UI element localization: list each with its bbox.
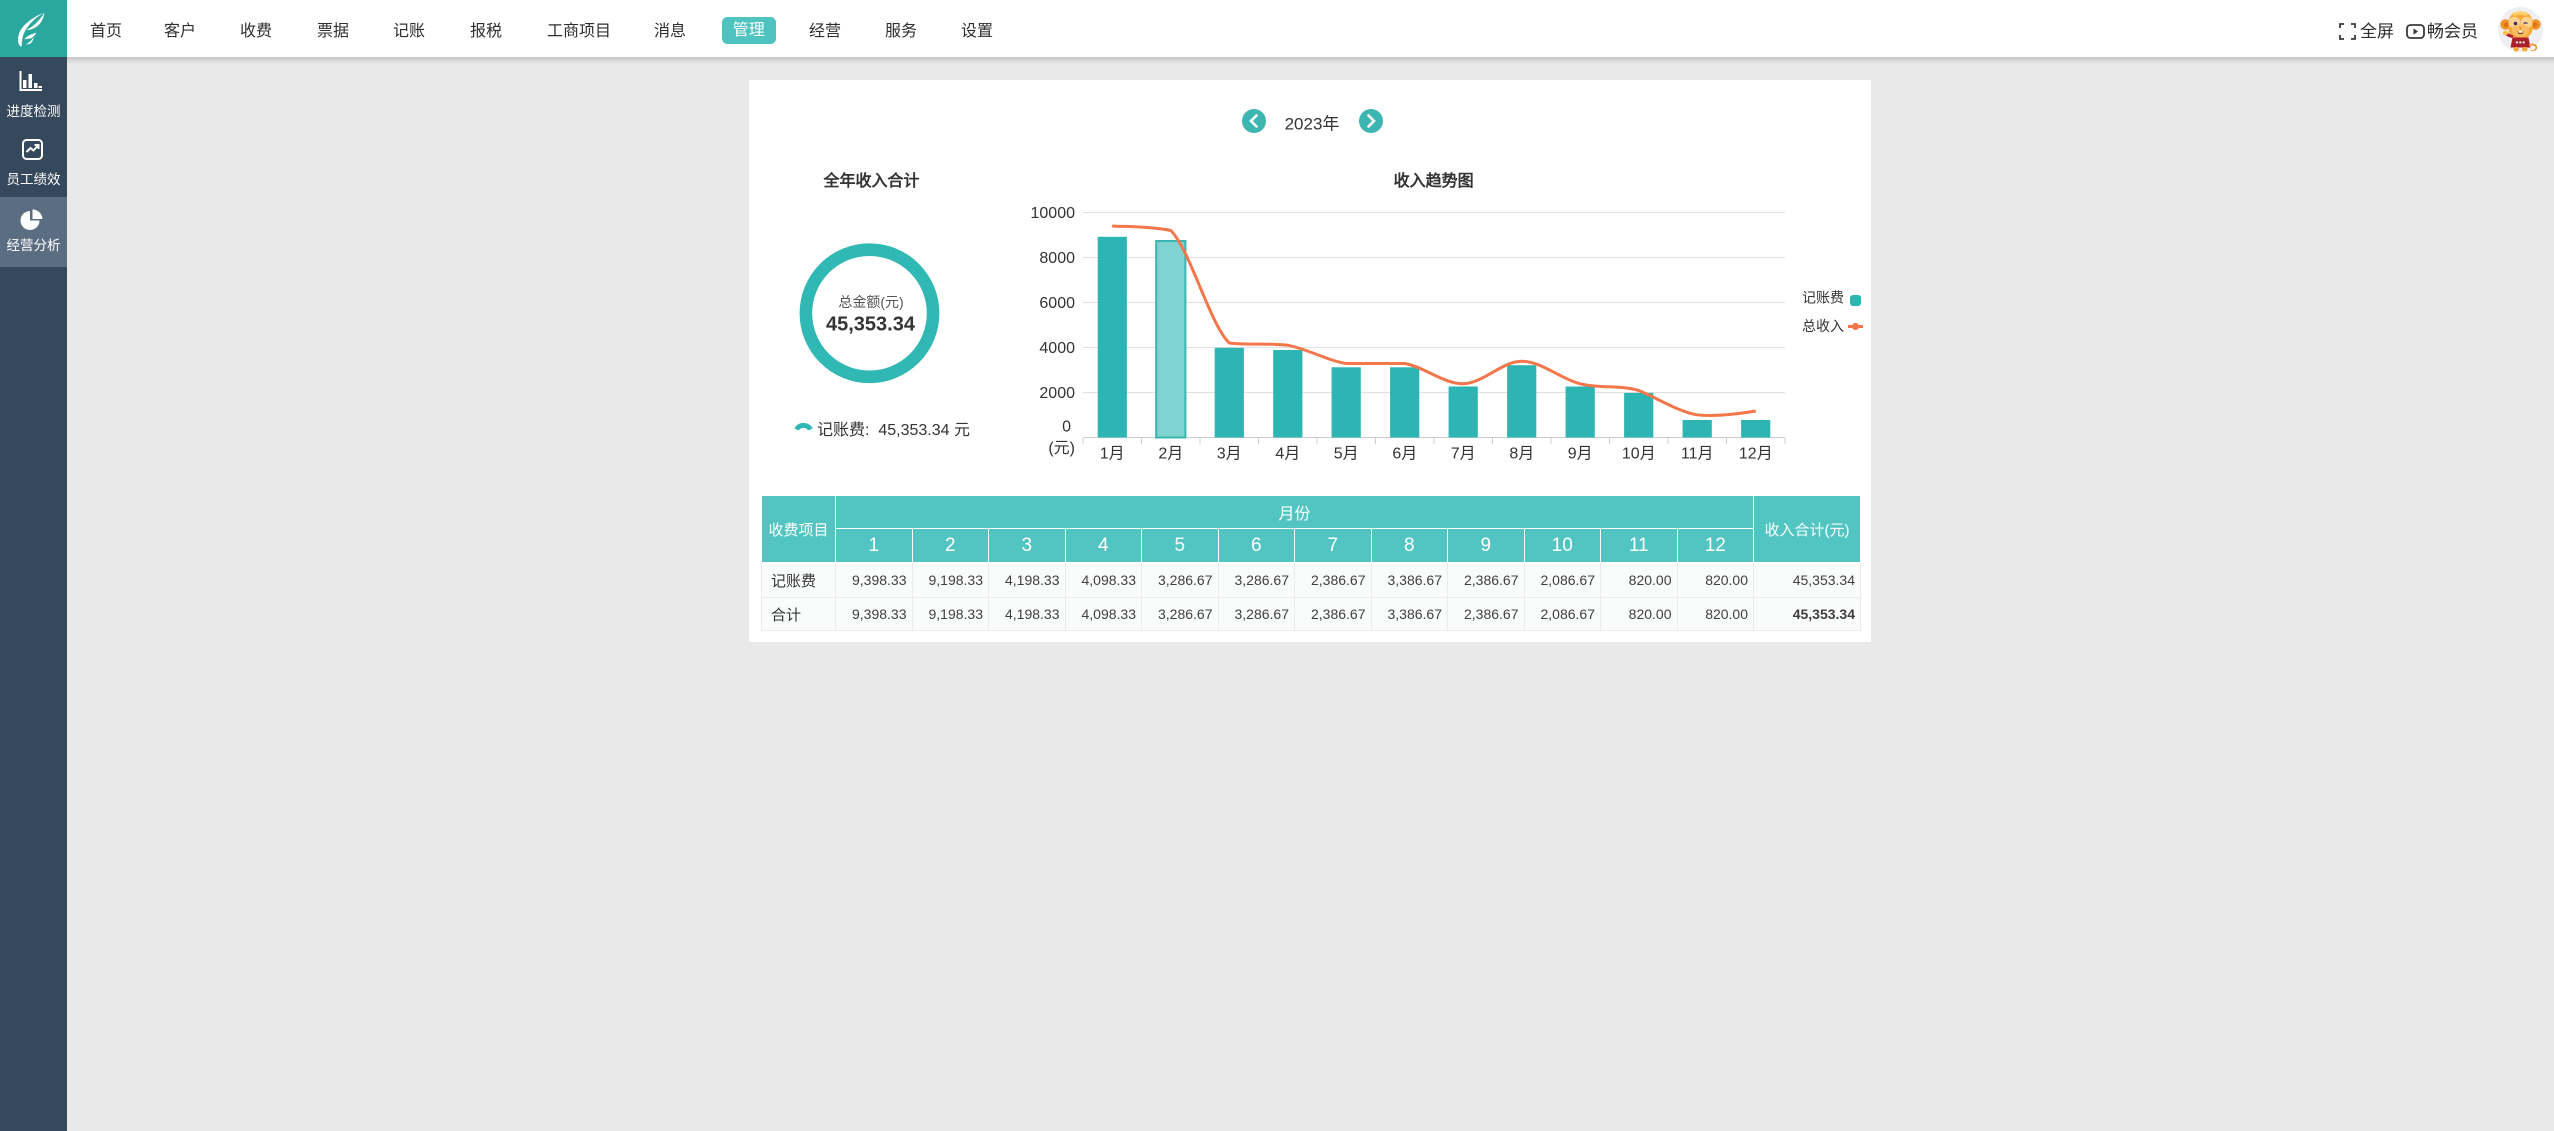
svg-text:9月: 9月 [1568, 446, 1593, 463]
svg-text:6月: 6月 [1392, 446, 1417, 463]
svg-text:12月: 12月 [1739, 446, 1773, 463]
svg-text:2000: 2000 [1039, 385, 1075, 402]
svg-text:2月: 2月 [1158, 446, 1183, 463]
svg-text:11月: 11月 [1681, 446, 1714, 463]
svg-text:4月: 4月 [1275, 446, 1300, 463]
svg-text:1月: 1月 [1100, 446, 1125, 463]
svg-text:0: 0 [1062, 419, 1071, 436]
svg-text:4000: 4000 [1039, 340, 1075, 357]
svg-text:3月: 3月 [1217, 446, 1242, 463]
svg-text:8月: 8月 [1509, 446, 1534, 463]
svg-text:7月: 7月 [1451, 446, 1476, 463]
svg-text:8000: 8000 [1039, 250, 1075, 267]
svg-text:(元): (元) [1048, 440, 1075, 457]
svg-text:记账费: 记账费 [1802, 290, 1844, 306]
svg-text:10月: 10月 [1622, 446, 1656, 463]
svg-text:6000: 6000 [1039, 295, 1075, 312]
svg-text:总收入: 总收入 [1802, 318, 1844, 334]
svg-text:10000: 10000 [1031, 205, 1076, 222]
svg-text:5月: 5月 [1334, 446, 1359, 463]
